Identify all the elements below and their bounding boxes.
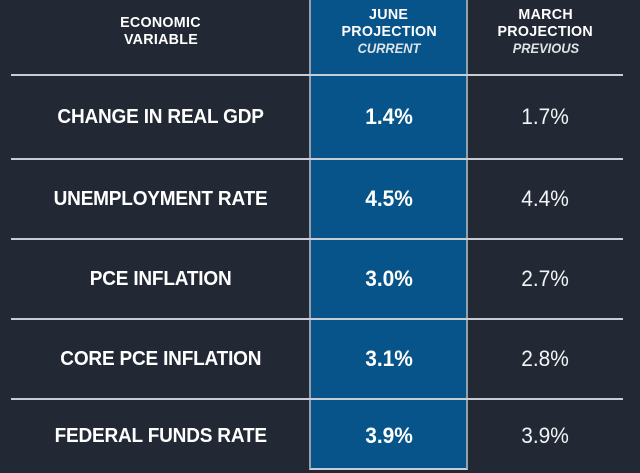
march-value: 2.8% — [521, 346, 570, 371]
header-economic-variable: ECONOMIC VARIABLE — [0, 0, 310, 75]
june-value-cell: 1.4% — [310, 75, 468, 159]
june-value: 1.4% — [365, 104, 413, 129]
header-line-1: MARCH — [518, 5, 573, 23]
march-value: 3.9% — [521, 423, 570, 448]
highlight-column-background — [309, 0, 468, 470]
variable-label: PCE INFLATION — [89, 267, 232, 290]
june-value: 4.5% — [365, 186, 413, 211]
header-march-projection: MARCH PROJECTION PREVIOUS — [468, 0, 640, 75]
header-line-2: PROJECTION — [497, 22, 594, 40]
variable-cell: CHANGE IN REAL GDP — [0, 75, 310, 159]
row-separator — [11, 398, 623, 400]
variable-cell: FEDERAL FUNDS RATE — [0, 399, 310, 473]
header-june-projection: JUNE PROJECTION CURRENT — [310, 0, 468, 75]
june-value: 3.9% — [365, 423, 413, 448]
row-separator — [11, 318, 623, 320]
variable-label: CORE PCE INFLATION — [59, 347, 262, 370]
header-subtitle-previous: PREVIOUS — [512, 40, 579, 56]
variable-cell: PCE INFLATION — [0, 239, 310, 319]
march-value: 1.7% — [521, 104, 570, 129]
june-value: 3.0% — [365, 266, 413, 291]
june-value-cell: 4.5% — [310, 159, 468, 239]
june-value: 3.1% — [365, 346, 413, 371]
row-separator — [11, 74, 623, 76]
march-value-cell: 2.8% — [468, 319, 640, 399]
variable-cell: CORE PCE INFLATION — [0, 319, 310, 399]
variable-label: FEDERAL FUNDS RATE — [54, 424, 267, 447]
june-value-cell: 3.0% — [310, 239, 468, 319]
march-value: 4.4% — [521, 186, 570, 211]
march-value-cell: 4.4% — [468, 159, 640, 239]
march-value: 2.7% — [521, 266, 570, 291]
june-value-cell: 3.9% — [310, 399, 468, 473]
header-line-1: JUNE — [369, 5, 409, 23]
variable-label: UNEMPLOYMENT RATE — [53, 187, 268, 210]
header-line-2: PROJECTION — [341, 22, 437, 40]
header-line-1: ECONOMIC — [120, 14, 201, 31]
march-value-cell: 3.9% — [468, 399, 640, 473]
header-line-2: VARIABLE — [123, 31, 198, 48]
row-separator — [11, 158, 623, 160]
june-value-cell: 3.1% — [310, 319, 468, 399]
variable-label: CHANGE IN REAL GDP — [57, 105, 264, 128]
march-value-cell: 1.7% — [468, 75, 640, 159]
variable-cell: UNEMPLOYMENT RATE — [0, 159, 310, 239]
header-subtitle-current: CURRENT — [357, 40, 421, 56]
row-separator — [11, 238, 623, 240]
march-value-cell: 2.7% — [468, 239, 640, 319]
